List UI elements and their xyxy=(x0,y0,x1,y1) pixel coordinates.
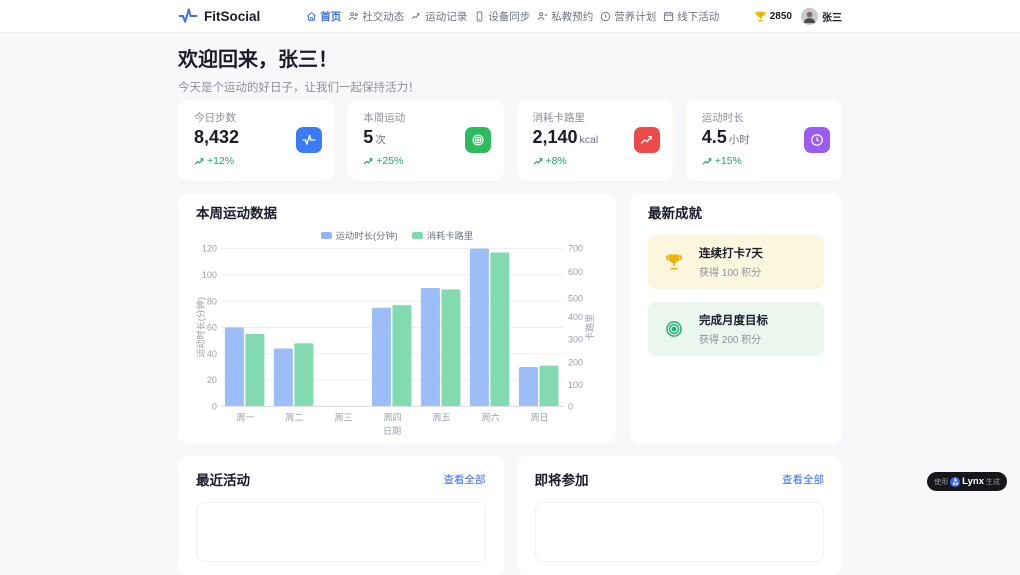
svg-text:120: 120 xyxy=(202,244,217,254)
svg-text:300: 300 xyxy=(568,335,583,345)
svg-text:周六: 周六 xyxy=(482,412,500,423)
svg-text:日期: 日期 xyxy=(383,426,401,436)
svg-text:400: 400 xyxy=(568,312,583,322)
svg-text:周一: 周一 xyxy=(236,413,254,423)
svg-text:200: 200 xyxy=(568,357,583,367)
svg-text:600: 600 xyxy=(568,267,583,277)
svg-text:500: 500 xyxy=(568,293,583,303)
svg-text:周日: 周日 xyxy=(530,413,548,423)
svg-text:周五: 周五 xyxy=(432,413,450,423)
svg-text:卡路里: 卡路里 xyxy=(584,314,595,341)
svg-text:60: 60 xyxy=(207,323,217,333)
svg-text:20: 20 xyxy=(207,375,217,385)
svg-text:周三: 周三 xyxy=(334,413,352,423)
svg-text:周二: 周二 xyxy=(285,413,303,423)
svg-text:运动时长(分钟): 运动时长(分钟) xyxy=(196,297,206,357)
svg-text:100: 100 xyxy=(568,380,583,390)
svg-text:0: 0 xyxy=(568,402,573,412)
svg-text:40: 40 xyxy=(207,349,217,359)
svg-text:80: 80 xyxy=(207,296,217,306)
svg-text:100: 100 xyxy=(202,270,217,280)
svg-text:0: 0 xyxy=(212,402,217,412)
svg-text:700: 700 xyxy=(568,244,583,254)
svg-text:周四: 周四 xyxy=(383,413,401,423)
